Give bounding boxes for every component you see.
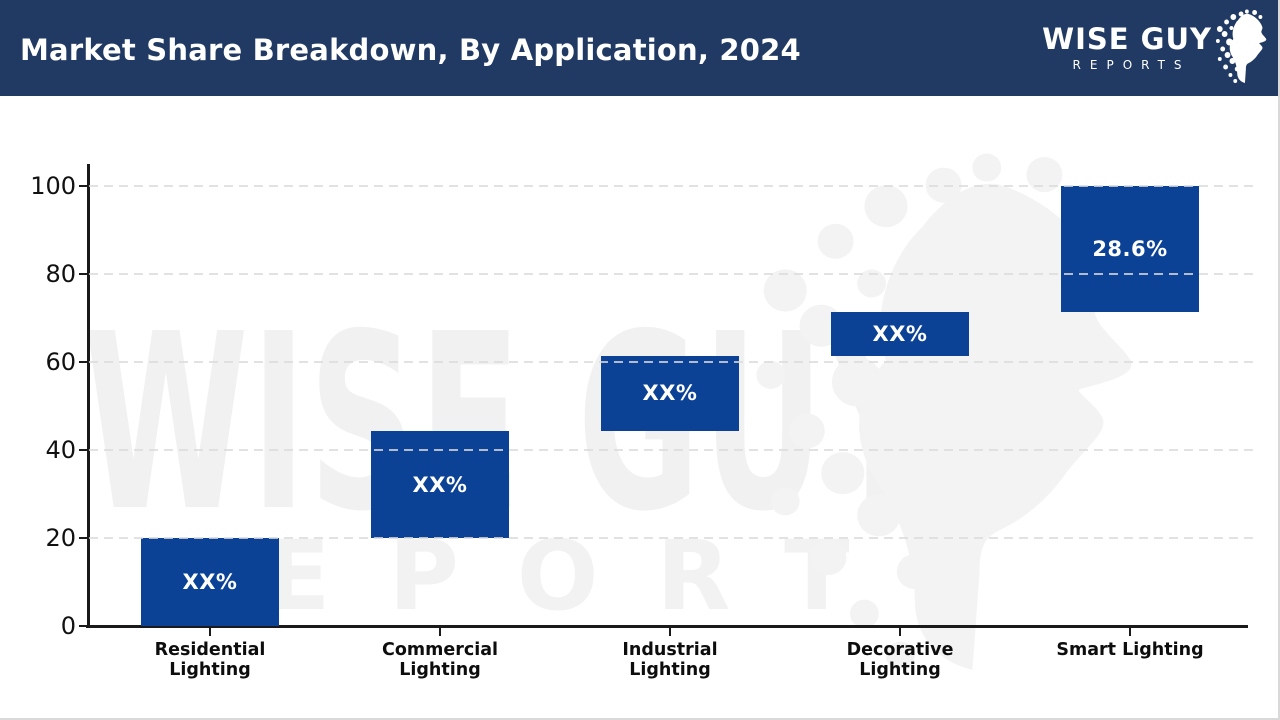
x-tick-label-commercial-lighting: Commercial Lighting <box>381 640 498 680</box>
brand-logo: WISE GUY REPORTS <box>1042 6 1272 90</box>
bar-commercial-lighting: XX% <box>371 431 509 538</box>
brand-name: WISE GUY <box>1042 22 1212 57</box>
y-tick-label-80: 80 <box>45 260 76 288</box>
y-tick-label-40: 40 <box>45 436 76 464</box>
x-axis-line <box>86 625 1248 628</box>
header-bar: Market Share Breakdown, By Application, … <box>0 0 1278 96</box>
gridline-40 <box>89 449 1256 451</box>
x-tick-commercial-lighting <box>438 628 442 636</box>
x-tick-label-smart-lighting: Smart Lighting <box>1056 640 1204 660</box>
brand-dotted-head-icon <box>1215 9 1267 84</box>
gridline-60 <box>89 361 1256 363</box>
bar-smart-lighting: 28.6% <box>1061 186 1199 312</box>
y-tick-40 <box>79 448 87 452</box>
x-tick-label-industrial-lighting: Industrial Lighting <box>622 640 718 680</box>
y-tick-label-20: 20 <box>45 524 76 552</box>
brand-subname: REPORTS <box>1072 57 1191 72</box>
y-tick-label-60: 60 <box>45 348 76 376</box>
bar-industrial-lighting: XX% <box>601 355 739 432</box>
bar-value-label-residential-lighting: XX% <box>182 570 238 594</box>
y-tick-label-100: 100 <box>30 172 76 200</box>
bar-value-label-commercial-lighting: XX% <box>412 472 468 497</box>
bar-value-label-decorative-lighting: XX% <box>872 321 928 346</box>
x-tick-industrial-lighting <box>668 628 672 636</box>
gridline-80 <box>89 273 1256 275</box>
y-tick-80 <box>79 272 87 276</box>
y-tick-60 <box>79 360 87 364</box>
page-title: Market Share Breakdown, By Application, … <box>20 33 801 67</box>
y-tick-100 <box>79 184 87 188</box>
bar-decorative-lighting: XX% <box>831 311 969 356</box>
gridline-100 <box>89 185 1256 187</box>
bar-residential-lighting: XX% <box>141 538 279 626</box>
brand-wordmark: WISE GUY REPORTS <box>1042 22 1212 72</box>
x-tick-label-residential-lighting: Residential Lighting <box>154 640 266 680</box>
x-tick-decorative-lighting <box>898 628 902 636</box>
y-tick-0 <box>79 624 87 628</box>
gridline-20 <box>89 537 1256 539</box>
x-tick-label-decorative-lighting: Decorative Lighting <box>846 640 954 680</box>
bar-value-label-industrial-lighting: XX% <box>642 381 698 406</box>
y-tick-20 <box>79 536 87 540</box>
y-tick-label-0: 0 <box>60 612 76 640</box>
x-tick-residential-lighting <box>208 628 212 636</box>
bar-value-label-smart-lighting: 28.6% <box>1092 236 1168 261</box>
x-tick-smart-lighting <box>1128 628 1132 636</box>
bar-chart-plot: 0 20 40 60 80 100 XX% XX% XX% XX% 28.6% Residential… <box>0 96 1278 718</box>
y-axis-line <box>87 164 90 626</box>
